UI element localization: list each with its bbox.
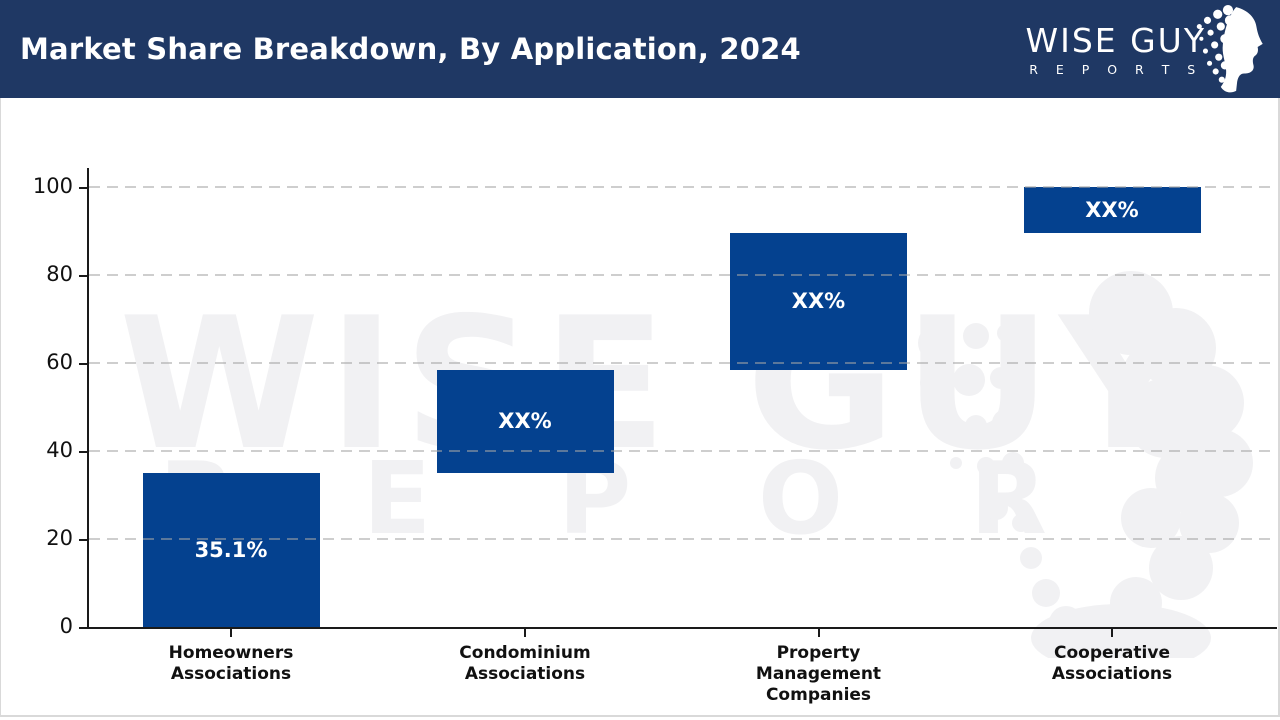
x-category-label-line: Property — [776, 643, 861, 663]
watermark-text-reports: R E P O R T S — [159, 440, 1280, 557]
x-tick-cooperative — [1111, 629, 1113, 637]
gridline-60 — [89, 362, 1277, 364]
logo-brand-name: WISE GUY — [1025, 21, 1206, 60]
wiseguy-head-icon — [1196, 5, 1263, 93]
y-tick-label-0: 0 — [59, 614, 73, 638]
y-tick-20 — [79, 539, 87, 541]
gridline-40 — [89, 450, 1277, 452]
y-tick-60 — [79, 363, 87, 365]
bar-value-label: XX% — [1085, 198, 1139, 223]
x-category-label-property-management-companies: Property Management Companies — [694, 643, 944, 706]
bar-homeowners-associations: 35.1% — [142, 472, 320, 627]
x-tick-condominium — [524, 629, 526, 637]
chart-area: WISE GUY R E P O R T S 35.1%XX%XX%XX%020… — [0, 98, 1280, 717]
x-category-label-cooperative-associations: Cooperative Associations — [987, 643, 1237, 685]
y-tick-80 — [79, 275, 87, 277]
bar-cooperative-associations: XX% — [1023, 187, 1201, 234]
logo-text: WISE GUY R E P O R T S — [1025, 21, 1206, 77]
logo-brand-subtitle: R E P O R T S — [1029, 62, 1203, 77]
y-tick-label-60: 60 — [46, 350, 73, 374]
gridline-80 — [89, 274, 1277, 276]
header-bar: Market Share Breakdown, By Application, … — [0, 0, 1280, 98]
x-tick-property — [817, 629, 820, 637]
y-tick-label-100: 100 — [32, 174, 73, 198]
x-category-label-line: Associations — [1051, 664, 1173, 684]
y-tick-0 — [79, 627, 87, 629]
y-tick-100 — [79, 187, 87, 189]
x-category-label-condominium-associations: Condominium Associations — [400, 643, 650, 685]
watermark-head-graphic — [918, 271, 1253, 658]
x-axis-line — [87, 627, 1277, 629]
x-category-label-line: Homeowners — [168, 643, 294, 663]
x-tick-homeowners — [230, 629, 232, 637]
x-category-label-line: Associations — [464, 664, 586, 684]
y-tick-label-20: 20 — [46, 526, 73, 550]
bar-value-label: XX% — [791, 289, 846, 314]
x-category-label-line: Condominium — [459, 643, 591, 663]
gridline-100 — [89, 186, 1277, 188]
bar-condominium-associations: XX% — [436, 369, 614, 473]
bar-property-management-companies: XX% — [730, 233, 907, 370]
wiseguy-reports-logo: WISE GUY R E P O R T S — [1025, 4, 1268, 94]
x-category-label-line: Associations — [170, 664, 292, 684]
gridline-20 — [89, 538, 1277, 540]
x-category-label-line: Management — [755, 664, 882, 684]
y-tick-40 — [79, 451, 87, 453]
bar-value-label: XX% — [498, 409, 552, 434]
x-category-label-line: Cooperative — [1054, 643, 1170, 663]
chart-title: Market Share Breakdown, By Application, … — [20, 32, 801, 66]
y-axis-line — [87, 168, 89, 629]
y-tick-label-40: 40 — [46, 438, 73, 462]
x-category-label-line: Companies — [765, 685, 872, 705]
y-tick-label-80: 80 — [46, 262, 73, 286]
bar-value-label: 35.1% — [194, 537, 268, 562]
x-category-label-homeowners-associations: Homeowners Associations — [106, 643, 356, 685]
